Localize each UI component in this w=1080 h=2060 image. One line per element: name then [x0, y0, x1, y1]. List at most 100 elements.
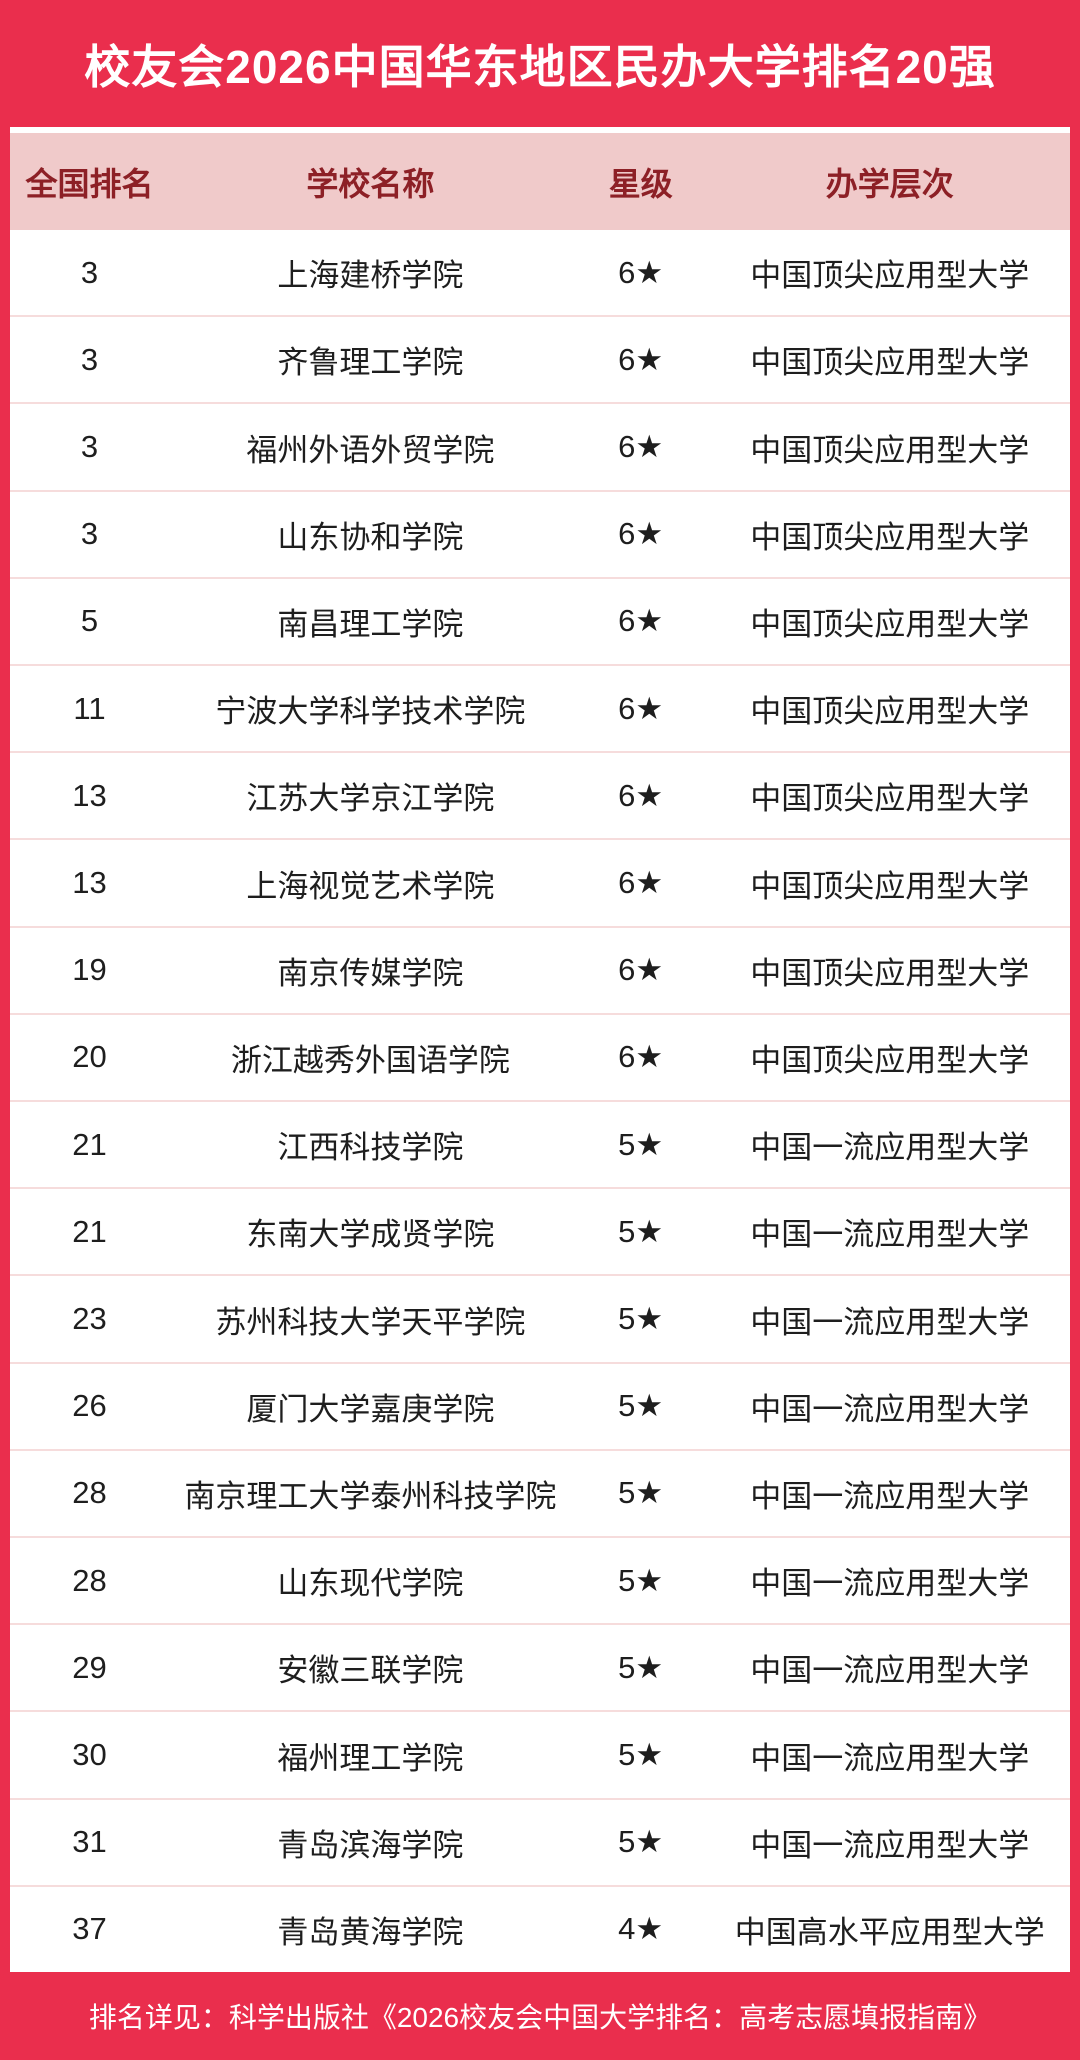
cell-star-rating: 6★ [618, 341, 664, 377]
cell-school-name: 山东现代学院 [277, 1566, 464, 1602]
cell-school-level: 中国一流应用型大学 [750, 1653, 1030, 1689]
cell-school-level: 中国顶尖应用型大学 [750, 258, 1030, 294]
table-row: 13 江苏大学京江学院 6★ 中国顶尖应用型大学 [10, 751, 1070, 838]
table-row: 11 宁波大学科学技术学院 6★ 中国顶尖应用型大学 [10, 664, 1070, 751]
cell-school-name: 南京理工大学泰州科技学院 [184, 1478, 557, 1514]
table-row: 20 浙江越秀外国语学院 6★ 中国顶尖应用型大学 [10, 1012, 1070, 1100]
cell-school-level: 中国顶尖应用型大学 [750, 345, 1030, 381]
cell-star-rating: 5★ [618, 1475, 664, 1511]
cell-national-rank: 3 [80, 254, 99, 290]
cell-star-rating: 6★ [618, 690, 664, 726]
table-row: 3 山东协和学院 6★ 中国顶尖应用型大学 [10, 489, 1070, 577]
cell-star-rating: 5★ [618, 1824, 664, 1860]
table-row: 5 南昌理工学院 6★ 中国顶尖应用型大学 [10, 576, 1070, 664]
cell-school-level: 中国顶尖应用型大学 [750, 519, 1030, 555]
table-row: 3 齐鲁理工学院 6★ 中国顶尖应用型大学 [10, 315, 1070, 402]
table-row: 13 上海视觉艺术学院 6★ 中国顶尖应用型大学 [10, 838, 1070, 925]
cell-national-rank: 26 [72, 1388, 107, 1424]
table-row: 3 上海建桥学院 6★ 中国顶尖应用型大学 [10, 230, 1070, 315]
cell-school-name: 安徽三联学院 [277, 1653, 464, 1689]
cell-national-rank: 19 [72, 952, 107, 988]
cell-national-rank: 11 [73, 690, 106, 726]
footer-banner: 排名详见：科学出版社《2026校友会中国大学排名：高考志愿填报指南》 [0, 1972, 1080, 2060]
cell-national-rank: 13 [72, 777, 107, 813]
table-row: 31 青岛滨海学院 5★ 中国一流应用型大学 [10, 1797, 1070, 1885]
column-header-school-name: 学校名称 [306, 165, 435, 202]
cell-national-rank: 29 [72, 1649, 107, 1685]
cell-national-rank: 3 [80, 341, 99, 377]
cell-school-name: 南京传媒学院 [277, 955, 464, 991]
cell-national-rank: 37 [72, 1911, 107, 1947]
cell-school-level: 中国顶尖应用型大学 [750, 606, 1030, 642]
table-row: 28 山东现代学院 5★ 中国一流应用型大学 [10, 1536, 1070, 1623]
cell-star-rating: 6★ [618, 777, 664, 813]
cell-school-level: 中国一流应用型大学 [750, 1304, 1030, 1340]
cell-school-level: 中国一流应用型大学 [750, 1130, 1030, 1166]
table-row: 3 福州外语外贸学院 6★ 中国顶尖应用型大学 [10, 402, 1070, 489]
cell-star-rating: 6★ [618, 516, 664, 552]
table-row: 29 安徽三联学院 5★ 中国一流应用型大学 [10, 1623, 1070, 1710]
cell-national-rank: 13 [72, 865, 107, 901]
cell-school-level: 中国一流应用型大学 [750, 1478, 1030, 1514]
cell-school-name: 宁波大学科学技术学院 [215, 694, 526, 730]
table-row: 30 福州理工学院 5★ 中国一流应用型大学 [10, 1710, 1070, 1797]
cell-school-name: 福州理工学院 [277, 1740, 464, 1776]
cell-school-level: 中国顶尖应用型大学 [750, 1042, 1030, 1078]
table-header-row: 全国排名 学校名称 星级 办学层次 [10, 133, 1070, 230]
cell-national-rank: 20 [72, 1039, 107, 1075]
cell-school-level: 中国顶尖应用型大学 [750, 694, 1030, 730]
column-header-national-rank: 全国排名 [25, 165, 154, 202]
cell-national-rank: 23 [72, 1301, 107, 1337]
cell-school-level: 中国一流应用型大学 [750, 1827, 1030, 1863]
cell-school-name: 上海视觉艺术学院 [246, 868, 495, 904]
cell-school-level: 中国一流应用型大学 [750, 1217, 1030, 1253]
column-header-school-level: 办学层次 [825, 165, 954, 202]
cell-school-level: 中国顶尖应用型大学 [750, 868, 1030, 904]
cell-national-rank: 28 [72, 1475, 107, 1511]
title-banner: 校友会2026中国华东地区民办大学排名20强 [0, 0, 1080, 127]
table-row: 26 厦门大学嘉庚学院 5★ 中国一流应用型大学 [10, 1361, 1070, 1449]
cell-school-name: 江苏大学京江学院 [246, 781, 495, 817]
cell-national-rank: 21 [72, 1213, 107, 1249]
cell-school-level: 中国一流应用型大学 [750, 1566, 1030, 1602]
cell-national-rank: 30 [72, 1737, 107, 1773]
cell-star-rating: 6★ [618, 429, 664, 464]
cell-school-level: 中国一流应用型大学 [750, 1391, 1030, 1427]
cell-school-name: 青岛滨海学院 [277, 1827, 464, 1863]
column-header-star-rating: 星级 [608, 165, 673, 202]
cell-national-rank: 31 [72, 1824, 107, 1860]
table-row: 37 青岛黄海学院 4★ 中国高水平应用型大学 [10, 1884, 1070, 1972]
table-body: 3 上海建桥学院 6★ 中国顶尖应用型大学 3 齐鲁理工学院 6★ 中国顶尖应用型大学 3 福州外… [10, 230, 1070, 1972]
cell-star-rating: 5★ [618, 1126, 664, 1162]
cell-school-name: 齐鲁理工学院 [277, 345, 464, 381]
cell-school-name: 福州外语外贸学院 [246, 432, 495, 468]
cell-school-name: 江西科技学院 [277, 1130, 464, 1166]
cell-school-name: 山东协和学院 [277, 519, 464, 555]
cell-national-rank: 3 [80, 429, 99, 464]
cell-star-rating: 5★ [618, 1737, 664, 1773]
cell-star-rating: 5★ [618, 1213, 664, 1249]
table-row: 21 江西科技学院 5★ 中国一流应用型大学 [10, 1100, 1070, 1187]
cell-school-name: 浙江越秀外国语学院 [230, 1042, 510, 1078]
cell-star-rating: 6★ [618, 1039, 664, 1075]
cell-star-rating: 5★ [618, 1388, 664, 1424]
cell-school-level: 中国高水平应用型大学 [734, 1914, 1045, 1950]
cell-school-name: 上海建桥学院 [277, 258, 464, 294]
cell-school-name: 东南大学成贤学院 [246, 1217, 495, 1253]
cell-star-rating: 6★ [618, 254, 664, 290]
cell-school-name: 青岛黄海学院 [277, 1914, 464, 1950]
cell-star-rating: 4★ [618, 1911, 664, 1947]
cell-national-rank: 28 [72, 1562, 107, 1598]
cell-national-rank: 21 [72, 1126, 107, 1162]
cell-star-rating: 6★ [618, 952, 664, 988]
cell-national-rank: 3 [80, 516, 99, 552]
cell-star-rating: 5★ [618, 1562, 664, 1598]
ranking-table: 全国排名 学校名称 星级 办学层次 3 上海建桥学院 6★ 中国顶尖应用型大学 3 齐鲁理… [10, 127, 1070, 1972]
cell-school-level: 中国一流应用型大学 [750, 1740, 1030, 1776]
cell-star-rating: 6★ [618, 865, 664, 901]
cell-school-name: 厦门大学嘉庚学院 [246, 1391, 495, 1427]
table-row: 23 苏州科技大学天平学院 5★ 中国一流应用型大学 [10, 1274, 1070, 1361]
cell-school-name: 苏州科技大学天平学院 [215, 1304, 526, 1340]
cell-school-level: 中国顶尖应用型大学 [750, 955, 1030, 991]
